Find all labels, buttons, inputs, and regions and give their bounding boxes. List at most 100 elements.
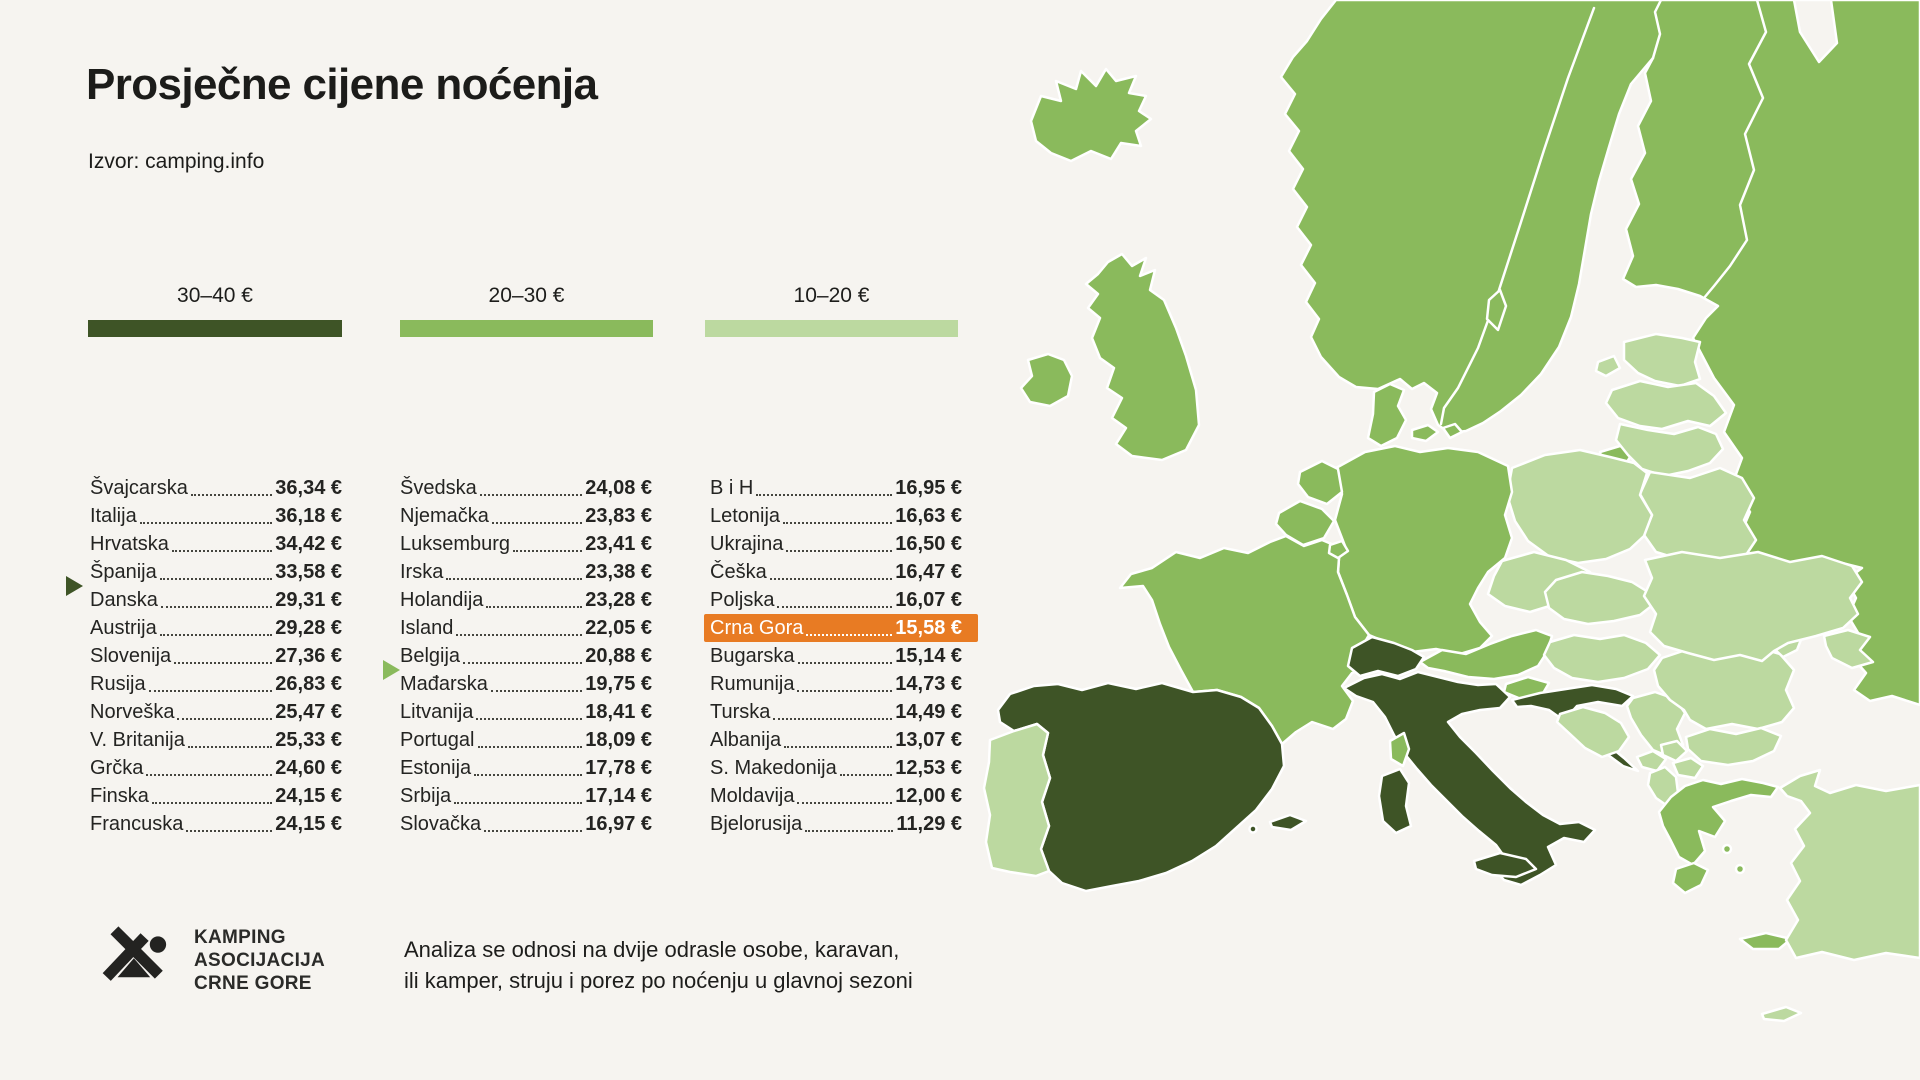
legend-label-20-30: 20–30 € bbox=[488, 284, 565, 307]
price-value: 23,83 € bbox=[585, 505, 652, 527]
sweden-finland-border bbox=[1651, 0, 1663, 60]
country-label: Letonija bbox=[710, 505, 781, 527]
country-greece bbox=[1657, 777, 1780, 867]
finland-russia-border bbox=[1702, 0, 1768, 300]
price-value: 29,31 € bbox=[275, 589, 342, 611]
price-value: 24,15 € bbox=[275, 785, 342, 807]
country-label: Bjelorusija bbox=[710, 813, 803, 835]
price-row: Bjelorusija 11,29 € bbox=[710, 810, 962, 838]
price-value: 33,58 € bbox=[275, 561, 342, 583]
dotted-leader bbox=[190, 494, 273, 496]
price-row: Francuska 24,15 € bbox=[90, 810, 342, 838]
price-row: Švajcarska 36,34 € bbox=[90, 474, 342, 502]
price-row: Italija 36,18 € bbox=[90, 502, 342, 530]
dotted-leader bbox=[463, 662, 583, 664]
country-label: Moldavija bbox=[710, 785, 795, 807]
country-label: Španija bbox=[90, 561, 157, 583]
dotted-leader bbox=[486, 606, 583, 608]
country-great-britain bbox=[1084, 252, 1201, 462]
country-peloponnese bbox=[1671, 861, 1710, 895]
dotted-leader bbox=[186, 830, 273, 832]
country-germany bbox=[1333, 444, 1514, 656]
country-latvia bbox=[1604, 379, 1728, 431]
price-value: 16,95 € bbox=[895, 477, 962, 499]
dotted-leader bbox=[160, 606, 273, 608]
country-crete bbox=[1738, 931, 1793, 951]
price-row: Grčka 24,60 € bbox=[90, 754, 342, 782]
country-label: Srbija bbox=[400, 785, 452, 807]
price-value: 17,78 € bbox=[585, 757, 652, 779]
country-label: B i H bbox=[710, 477, 754, 499]
country-montenegro bbox=[1635, 749, 1668, 773]
price-row: Finska 24,15 € bbox=[90, 782, 342, 810]
country-north-macedonia bbox=[1671, 756, 1705, 780]
org-name: KAMPING ASOCIJACIJA CRNE GORE bbox=[194, 926, 325, 995]
dotted-leader bbox=[454, 802, 583, 804]
country-aegean-island-1 bbox=[1721, 843, 1733, 855]
legend-label-30-40: 30–40 € bbox=[177, 284, 253, 307]
country-label: Slovačka bbox=[400, 813, 482, 835]
price-row: Mađarska 19,75 € bbox=[400, 670, 652, 698]
price-value: 16,50 € bbox=[895, 533, 962, 555]
country-ukraine bbox=[1642, 550, 1864, 663]
country-ireland bbox=[1019, 352, 1074, 408]
country-label: Švajcarska bbox=[90, 477, 188, 499]
legend-band-10-20: 10–20 € bbox=[705, 284, 958, 337]
price-value: 34,42 € bbox=[275, 533, 342, 555]
country-label: Finska bbox=[90, 785, 149, 807]
org-name-line-2: ASOCIJACIJA bbox=[194, 950, 326, 971]
country-label: Poljska bbox=[710, 589, 775, 611]
price-value: 24,15 € bbox=[275, 813, 342, 835]
note-line-2: ili kamper, struju i porez po noćenju u … bbox=[404, 968, 913, 993]
price-row: S. Makedonija 12,53 € bbox=[710, 754, 962, 782]
legend-swatch-30-40 bbox=[88, 320, 342, 337]
country-gotland bbox=[1485, 288, 1508, 332]
price-value: 15,14 € bbox=[895, 645, 962, 667]
dotted-leader bbox=[773, 718, 893, 720]
legend-swatch-20-30 bbox=[400, 320, 653, 337]
country-label: Češka bbox=[710, 561, 767, 583]
country-label: Rusija bbox=[90, 673, 146, 695]
org-name-line-3: CRNE GORE bbox=[194, 973, 312, 994]
price-value: 18,41 € bbox=[585, 701, 652, 723]
band-divider-arrow-20 bbox=[383, 660, 400, 680]
country-cyprus bbox=[1760, 1005, 1803, 1023]
dotted-leader bbox=[797, 802, 893, 804]
country-bosnia-and-herzegovina bbox=[1555, 705, 1631, 759]
dotted-leader bbox=[148, 690, 273, 692]
dotted-leader bbox=[477, 746, 583, 748]
country-label: Grčka bbox=[90, 757, 144, 779]
price-value: 14,73 € bbox=[895, 673, 962, 695]
price-value: 13,07 € bbox=[895, 729, 962, 751]
price-row-highlighted: Crna Gora 15,58 € bbox=[704, 614, 978, 642]
country-label: Francuska bbox=[90, 813, 184, 835]
country-sicily bbox=[1472, 851, 1538, 879]
country-label: Slovenija bbox=[90, 645, 172, 667]
dotted-leader bbox=[783, 522, 893, 524]
dotted-leader bbox=[171, 550, 273, 552]
country-label: Njemačka bbox=[400, 505, 489, 527]
price-value: 24,60 € bbox=[275, 757, 342, 779]
price-value: 19,75 € bbox=[585, 673, 652, 695]
dotted-leader bbox=[784, 746, 893, 748]
country-label: Švedska bbox=[400, 477, 477, 499]
country-label: S. Makedonija bbox=[710, 757, 837, 779]
country-label: Danska bbox=[90, 589, 158, 611]
camping-association-logo bbox=[84, 922, 170, 991]
country-label: Holandija bbox=[400, 589, 484, 611]
country-label: Mađarska bbox=[400, 673, 488, 695]
dotted-leader bbox=[484, 830, 583, 832]
price-row: Island 22,05 € bbox=[400, 614, 652, 642]
price-row: Poljska 16,07 € bbox=[710, 586, 962, 614]
legend-band-20-30: 20–30 € bbox=[400, 284, 653, 337]
country-denmark-island-2 bbox=[1441, 422, 1464, 440]
price-value: 29,28 € bbox=[275, 617, 342, 639]
country-slovakia bbox=[1543, 570, 1656, 626]
price-value: 25,33 € bbox=[275, 729, 342, 751]
dotted-leader bbox=[479, 494, 583, 496]
country-label: Norveška bbox=[90, 701, 175, 723]
country-saaremaa bbox=[1594, 354, 1622, 378]
page-title: Prosječne cijene noćenja bbox=[86, 60, 598, 109]
